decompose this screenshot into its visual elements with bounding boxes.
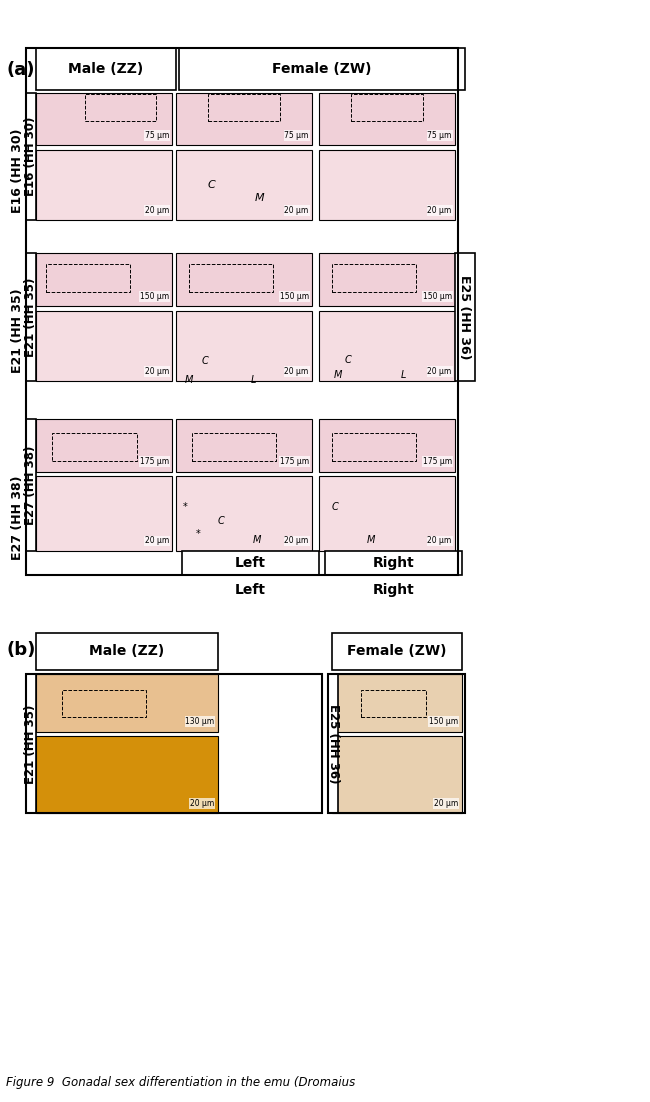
- Text: E21 (HH 35): E21 (HH 35): [11, 289, 24, 372]
- Text: L: L: [400, 369, 406, 380]
- Text: E16 (HH 30): E16 (HH 30): [11, 129, 24, 213]
- Text: E25 (HH 36): E25 (HH 36): [458, 276, 471, 359]
- Text: 75 μm: 75 μm: [285, 131, 309, 140]
- Text: M: M: [367, 534, 374, 545]
- FancyBboxPatch shape: [26, 674, 36, 813]
- FancyBboxPatch shape: [26, 93, 36, 220]
- Text: 175 μm: 175 μm: [422, 457, 452, 466]
- Text: 175 μm: 175 μm: [140, 457, 169, 466]
- Text: 75 μm: 75 μm: [144, 131, 169, 140]
- Text: C: C: [218, 516, 224, 527]
- Text: E25 (HH 36): E25 (HH 36): [326, 704, 339, 784]
- FancyBboxPatch shape: [325, 551, 462, 575]
- Text: 75 μm: 75 μm: [427, 131, 452, 140]
- Text: Right: Right: [372, 557, 414, 570]
- Text: (a): (a): [6, 61, 35, 78]
- Text: C: C: [202, 356, 208, 367]
- FancyBboxPatch shape: [36, 476, 172, 551]
- FancyBboxPatch shape: [455, 253, 474, 381]
- Text: 175 μm: 175 μm: [280, 457, 309, 466]
- Text: E27 (HH 38): E27 (HH 38): [24, 445, 38, 525]
- Text: 150 μm: 150 μm: [140, 292, 169, 301]
- FancyBboxPatch shape: [328, 674, 338, 813]
- FancyBboxPatch shape: [318, 93, 455, 145]
- FancyBboxPatch shape: [182, 551, 318, 575]
- FancyBboxPatch shape: [318, 150, 455, 220]
- Text: 20 μm: 20 μm: [285, 537, 309, 545]
- Text: 20 μm: 20 μm: [145, 206, 169, 215]
- Text: L: L: [251, 375, 256, 386]
- Text: Female (ZW): Female (ZW): [346, 645, 447, 658]
- Text: 150 μm: 150 μm: [422, 292, 452, 301]
- Text: E27 (HH 38): E27 (HH 38): [11, 476, 24, 560]
- Text: *: *: [183, 501, 188, 512]
- FancyBboxPatch shape: [176, 253, 312, 306]
- FancyBboxPatch shape: [176, 311, 312, 381]
- Text: 20 μm: 20 μm: [428, 367, 452, 376]
- Text: 20 μm: 20 μm: [428, 537, 452, 545]
- Text: Right: Right: [372, 583, 414, 596]
- FancyBboxPatch shape: [176, 93, 312, 145]
- Text: Male (ZZ): Male (ZZ): [89, 645, 164, 658]
- Text: M: M: [255, 193, 265, 204]
- FancyBboxPatch shape: [26, 419, 36, 551]
- FancyBboxPatch shape: [318, 476, 455, 551]
- FancyBboxPatch shape: [36, 93, 172, 145]
- Text: E21 (HH 35): E21 (HH 35): [24, 704, 38, 784]
- FancyBboxPatch shape: [318, 253, 455, 306]
- Text: 150 μm: 150 μm: [280, 292, 309, 301]
- Text: Left: Left: [235, 583, 266, 596]
- FancyBboxPatch shape: [36, 633, 218, 670]
- FancyBboxPatch shape: [332, 674, 462, 732]
- FancyBboxPatch shape: [176, 476, 312, 551]
- Text: 150 μm: 150 μm: [429, 717, 458, 726]
- Text: 20 μm: 20 μm: [190, 799, 214, 808]
- Text: Left: Left: [235, 557, 266, 570]
- Text: C: C: [332, 501, 338, 512]
- FancyBboxPatch shape: [36, 736, 218, 813]
- Text: 20 μm: 20 μm: [145, 537, 169, 545]
- FancyBboxPatch shape: [36, 48, 176, 90]
- FancyBboxPatch shape: [36, 419, 172, 472]
- Text: 20 μm: 20 μm: [428, 206, 452, 215]
- FancyBboxPatch shape: [176, 150, 312, 220]
- FancyBboxPatch shape: [176, 419, 312, 472]
- FancyBboxPatch shape: [332, 633, 462, 670]
- Text: 20 μm: 20 μm: [434, 799, 458, 808]
- FancyBboxPatch shape: [332, 736, 462, 813]
- Text: M: M: [334, 369, 342, 380]
- Text: (b): (b): [6, 641, 36, 659]
- FancyBboxPatch shape: [36, 311, 172, 381]
- Text: 130 μm: 130 μm: [185, 717, 214, 726]
- Text: C: C: [344, 355, 351, 366]
- FancyBboxPatch shape: [36, 253, 172, 306]
- Text: Female (ZW): Female (ZW): [272, 63, 372, 76]
- FancyBboxPatch shape: [179, 48, 465, 90]
- Text: Male (ZZ): Male (ZZ): [68, 63, 143, 76]
- FancyBboxPatch shape: [318, 419, 455, 472]
- Text: *: *: [196, 529, 201, 540]
- Text: M: M: [253, 534, 261, 545]
- Text: 20 μm: 20 μm: [285, 367, 309, 376]
- Text: M: M: [185, 375, 192, 386]
- Text: E16 (HH 30): E16 (HH 30): [24, 117, 38, 196]
- Text: Figure 9  Gonadal sex differentiation in the emu (Dromaius: Figure 9 Gonadal sex differentiation in …: [6, 1076, 356, 1089]
- FancyBboxPatch shape: [318, 311, 455, 381]
- Text: 20 μm: 20 μm: [145, 367, 169, 376]
- FancyBboxPatch shape: [36, 674, 218, 732]
- Text: C: C: [207, 180, 215, 191]
- FancyBboxPatch shape: [26, 253, 36, 381]
- Text: 20 μm: 20 μm: [285, 206, 309, 215]
- FancyBboxPatch shape: [36, 150, 172, 220]
- Text: E21 (HH 35): E21 (HH 35): [24, 278, 38, 357]
